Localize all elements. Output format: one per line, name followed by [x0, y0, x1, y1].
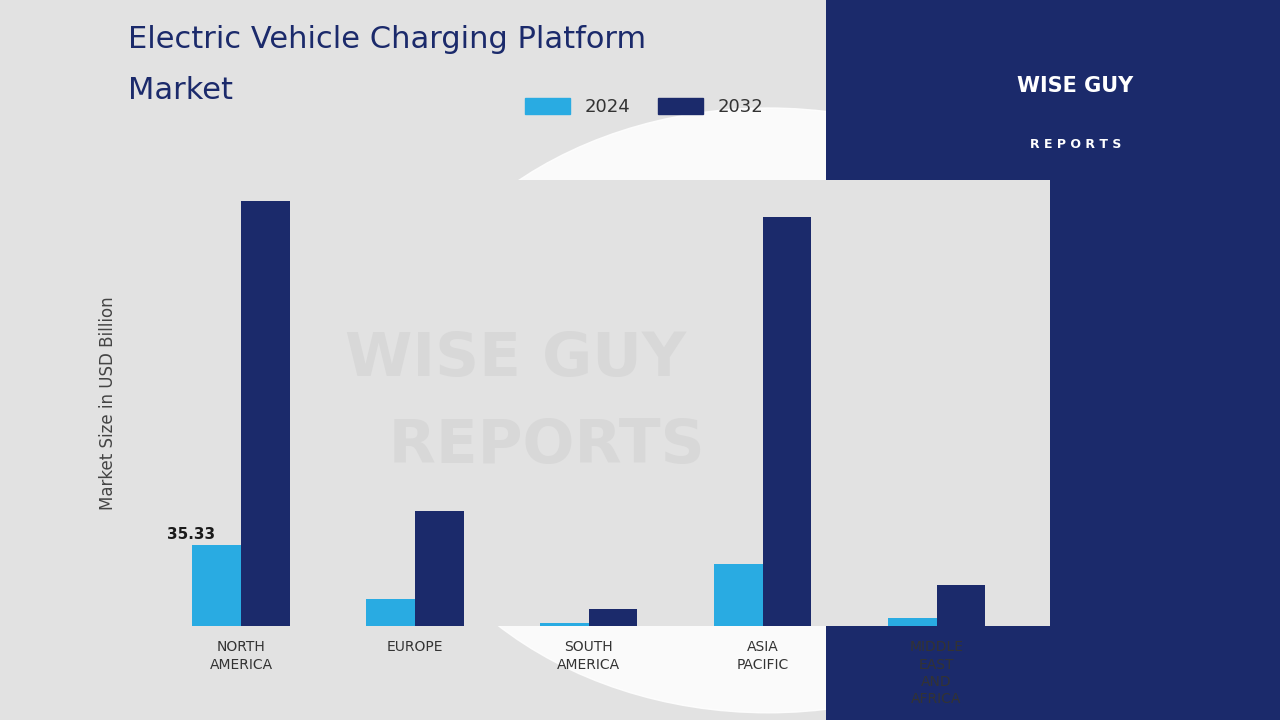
- Bar: [192, 545, 241, 626]
- Bar: [763, 217, 812, 626]
- Bar: [888, 618, 937, 626]
- Legend: 2024, 2032: 2024, 2032: [518, 91, 771, 124]
- Bar: [415, 511, 463, 626]
- Bar: [241, 202, 289, 626]
- Bar: [366, 599, 415, 626]
- Y-axis label: Market Size in USD Billion: Market Size in USD Billion: [99, 297, 116, 510]
- Text: WISE GUY
   REPORTS: WISE GUY REPORTS: [325, 330, 705, 476]
- Text: 35.33: 35.33: [166, 527, 215, 541]
- Bar: [714, 564, 763, 626]
- Text: WISE GUY: WISE GUY: [1018, 76, 1134, 96]
- Bar: [937, 585, 986, 626]
- Text: Electric Vehicle Charging Platform: Electric Vehicle Charging Platform: [128, 25, 646, 54]
- Text: R E P O R T S: R E P O R T S: [1030, 138, 1121, 150]
- Text: Market: Market: [128, 76, 233, 104]
- Bar: [589, 609, 637, 626]
- Bar: [540, 623, 589, 626]
